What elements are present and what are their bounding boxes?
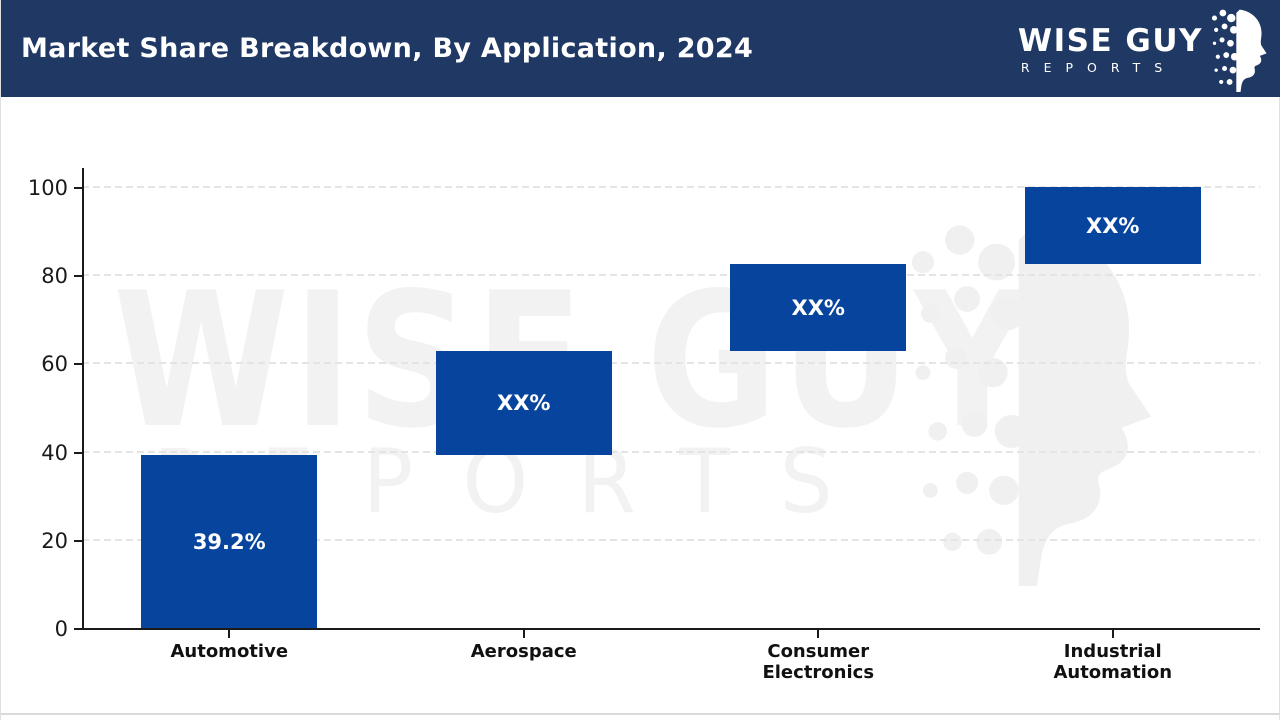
y-tick-label-80: 80	[41, 264, 68, 289]
bar-consumer-electronics: XX%	[730, 264, 907, 352]
x-tickmark-0	[228, 630, 231, 638]
y-tickmark-80	[74, 275, 82, 278]
x-category-label-industrial-automation: Industrial Automation	[1053, 641, 1173, 683]
y-tick-label-40: 40	[41, 440, 68, 465]
x-category-label-automotive: Automotive	[170, 641, 289, 662]
y-tickmark-100	[74, 187, 82, 189]
gridline-100	[82, 186, 1260, 188]
y-tick-label-20: 20	[41, 528, 68, 553]
x-tickmark-1	[522, 630, 525, 638]
y-tick-label-60: 60	[41, 352, 68, 377]
y-tickmark-0	[74, 628, 82, 630]
y-tick-label-0: 0	[54, 617, 68, 641]
header-bar: Market Share Breakdown, By Application, …	[1, 0, 1280, 97]
gridline-40	[82, 450, 1260, 453]
x-category-label-aerospace: Aerospace	[470, 641, 577, 662]
brand-head-icon	[1211, 9, 1267, 92]
gridline-60	[82, 362, 1260, 365]
x-category-label-consumer-electronics: Consumer Electronics	[762, 641, 875, 683]
gridline-80	[82, 274, 1260, 277]
bar-value-label: 39.2%	[192, 529, 266, 554]
x-axis-spine	[82, 628, 1260, 630]
bar-automotive: 39.2%	[141, 455, 318, 628]
x-tickmark-2	[817, 630, 820, 638]
brand-logo-text: WISE GUY REPORTS	[1018, 25, 1203, 76]
bottom-divider	[1, 713, 1280, 715]
bar-value-label: XX%	[791, 295, 845, 320]
page-title: Market Share Breakdown, By Application, …	[21, 33, 754, 64]
y-axis-spine	[82, 168, 84, 630]
bar-industrial-automation: XX%	[1024, 187, 1201, 265]
brand-subtitle: REPORTS	[1020, 60, 1177, 76]
y-tickmark-60	[74, 363, 82, 366]
gridline-20	[82, 538, 1260, 541]
bar-value-label: XX%	[1086, 213, 1140, 238]
watermark-head-icon	[911, 225, 1152, 586]
bar-aerospace: XX%	[435, 351, 612, 456]
x-tickmark-3	[1111, 630, 1114, 638]
bar-value-label: XX%	[497, 391, 551, 416]
y-tick-label-100: 100	[27, 176, 68, 200]
y-tickmark-40	[74, 451, 82, 454]
brand-name: WISE GUY	[1017, 22, 1203, 59]
y-tickmark-20	[74, 539, 82, 542]
brand-logo: WISE GUY REPORTS	[1018, 6, 1269, 94]
